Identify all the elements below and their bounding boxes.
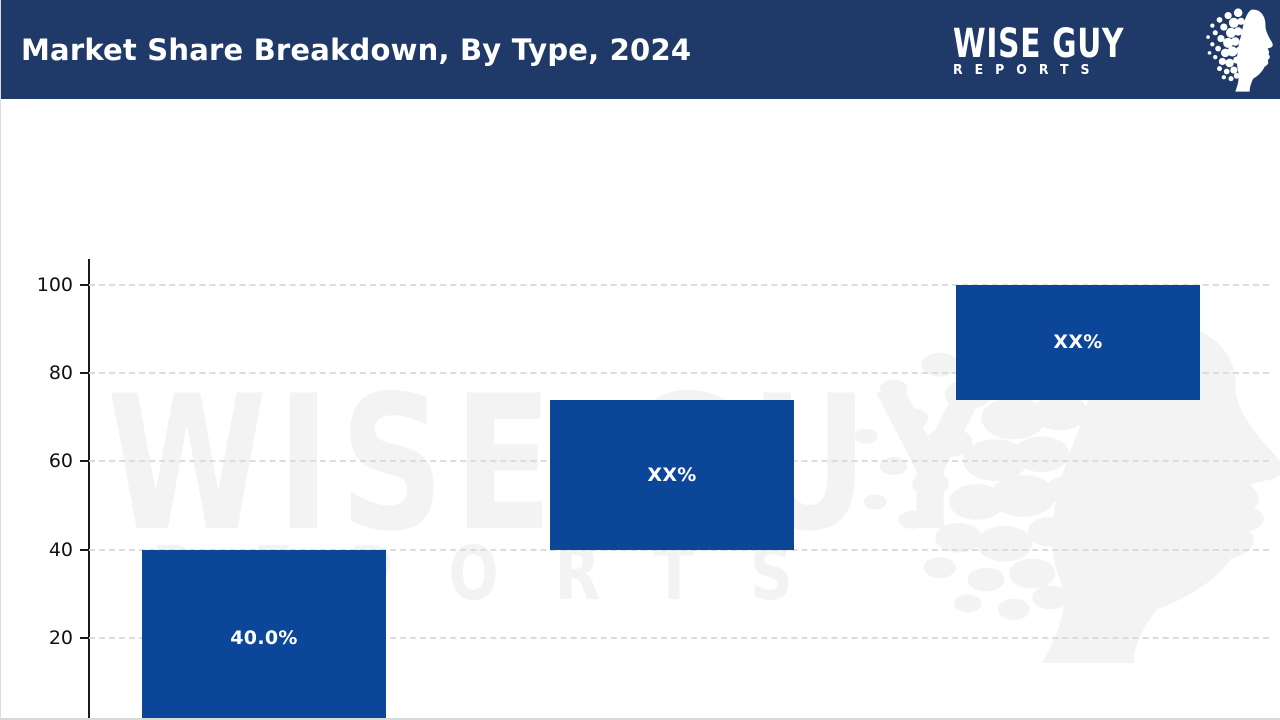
y-tick-80 xyxy=(80,372,89,375)
y-tick-40 xyxy=(80,548,89,551)
page-title: Market Share Breakdown, By Type, 2024 xyxy=(21,32,692,67)
plot: 02040608010040.0%Rigid HeadformXX%Soft H… xyxy=(1,99,1280,718)
bar-value-label: 40.0% xyxy=(230,626,298,649)
y-tick-20 xyxy=(80,636,89,639)
y-tick-label-60: 60 xyxy=(48,450,73,473)
watermark-wordmark: WISE GUY xyxy=(107,355,992,572)
y-tick-label-100: 100 xyxy=(36,274,73,296)
bar-value-label: XX% xyxy=(647,463,697,486)
y-tick-label-0: 0 xyxy=(1,714,73,718)
y-tick-label-40: 40 xyxy=(48,538,73,561)
logo-wordmark: WISE GUY REPORTS xyxy=(953,23,1184,78)
y-tick-label-80: 80 xyxy=(48,362,73,385)
y-tick-label-20: 20 xyxy=(48,626,73,649)
y-tick-60 xyxy=(80,460,89,463)
wiseguy-head-icon xyxy=(1170,7,1274,93)
bar-hybrid-headform: XX% xyxy=(956,285,1200,400)
y-tick-100 xyxy=(80,284,89,286)
chart-area: WISE GUY REPORTS 02040608010040.0%Rigid … xyxy=(1,99,1280,718)
bar-rigid-headform: 40.0% xyxy=(142,549,386,718)
y-axis-line xyxy=(88,259,90,718)
logo-wordmark-line1: WISE GUY xyxy=(952,20,1124,67)
gridline-40 xyxy=(89,548,1269,551)
logo-wordmark-line2: REPORTS xyxy=(952,62,1102,78)
wiseguy-logo: WISE GUY REPORTS xyxy=(953,4,1274,96)
bar-soft-headform: XX% xyxy=(550,399,794,550)
bar-value-label: XX% xyxy=(1053,331,1103,354)
gridline-20 xyxy=(89,636,1269,639)
header-bar: Market Share Breakdown, By Type, 2024 WI… xyxy=(1,0,1280,99)
gridline-80 xyxy=(89,372,1269,375)
gridline-100 xyxy=(89,284,1269,286)
